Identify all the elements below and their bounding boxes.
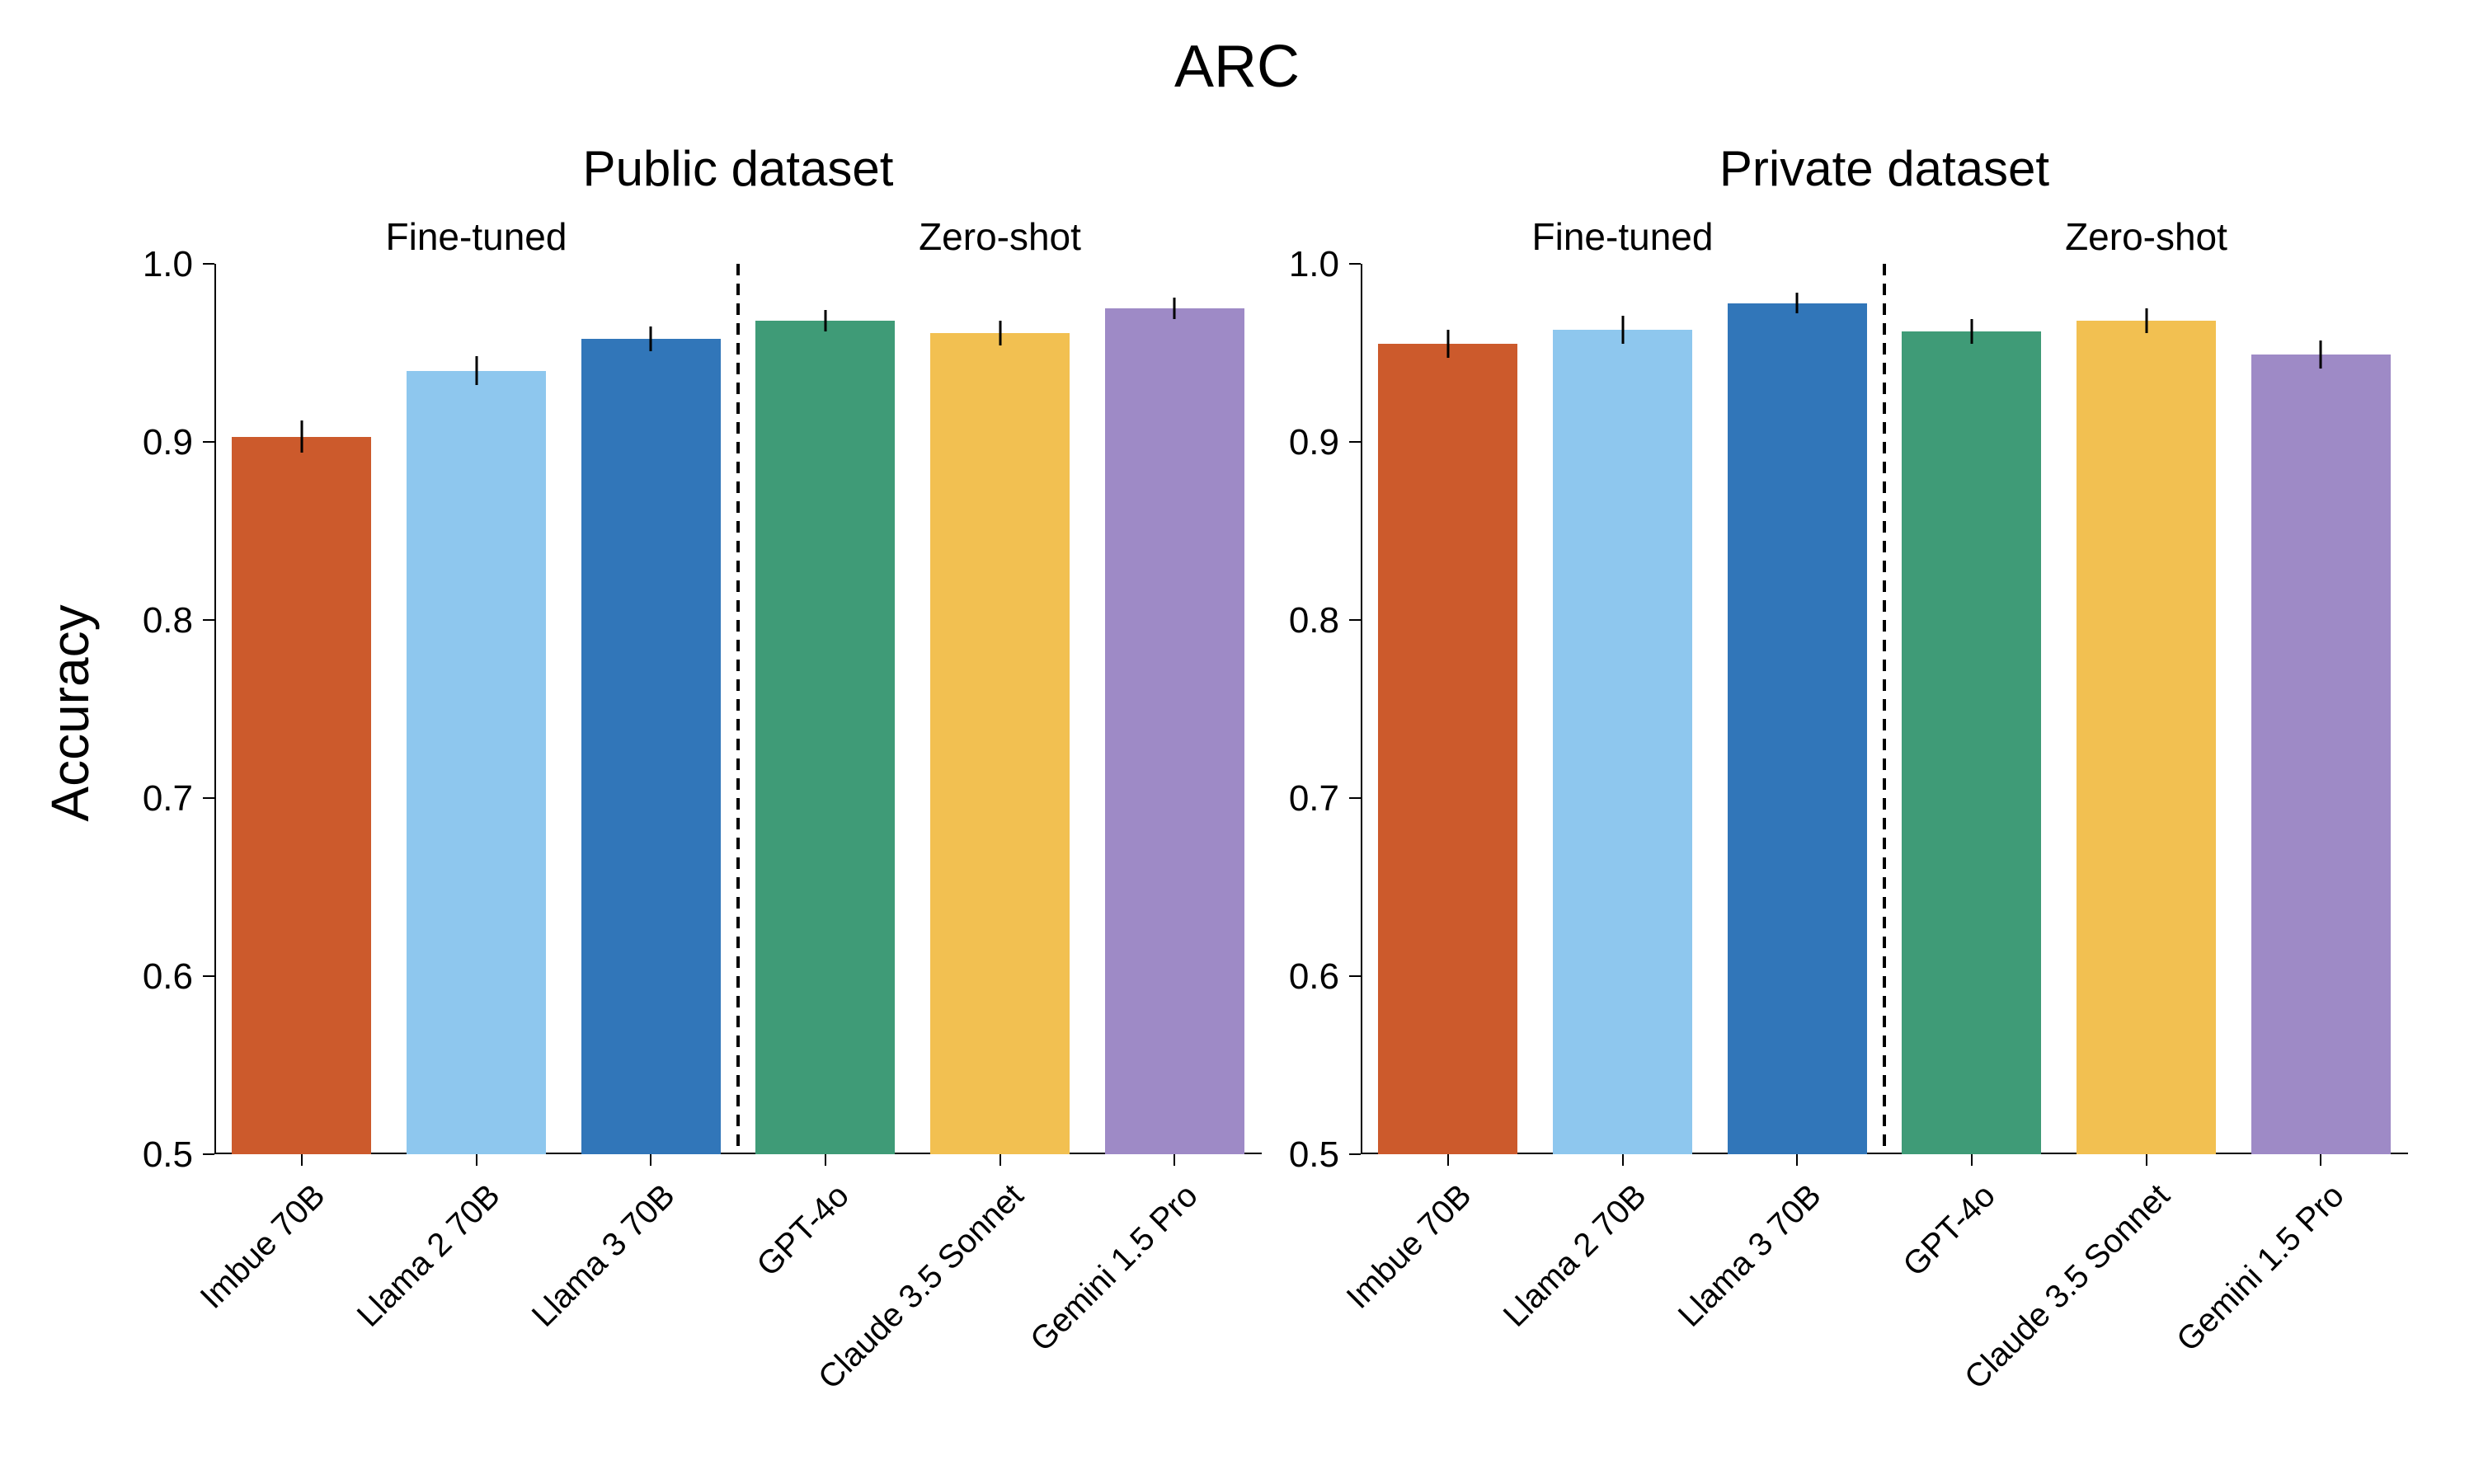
bar (232, 437, 371, 1154)
errorbar (650, 326, 652, 351)
errorbar (2145, 308, 2147, 333)
group-label-finetuned: Fine-tuned (1361, 214, 1884, 259)
errorbar (1970, 319, 1973, 344)
xtick-label: GPT-4o (750, 1177, 856, 1284)
ytick-label: 0.9 (94, 422, 193, 463)
bar (1728, 303, 1867, 1154)
bar (1902, 331, 2041, 1154)
spine-left (214, 264, 216, 1154)
errorbar (824, 310, 826, 331)
xtick (2146, 1154, 2147, 1166)
panel-title: Private dataset (1361, 140, 2408, 197)
errorbar (1446, 330, 1449, 359)
ytick (203, 975, 214, 977)
ytick-label: 0.5 (94, 1134, 193, 1176)
ytick-label: 0.8 (1240, 600, 1339, 641)
xtick (999, 1154, 1001, 1166)
ytick-label: 0.7 (94, 778, 193, 819)
xtick (2320, 1154, 2321, 1166)
group-label-zeroshot: Zero-shot (738, 214, 1262, 259)
bar (1378, 344, 1517, 1154)
xtick-label: GPT-4o (1896, 1177, 2002, 1284)
xtick (825, 1154, 826, 1166)
figure: ARC Public dataset0.50.60.70.80.91.0Imbu… (0, 0, 2474, 1484)
group-divider (736, 264, 740, 1154)
errorbar (999, 321, 1001, 345)
errorbar (475, 356, 477, 385)
xtick-label: Llama 2 70B (1497, 1177, 1654, 1335)
xtick (1796, 1154, 1798, 1166)
ytick (203, 797, 214, 799)
ytick-label: 1.0 (94, 244, 193, 285)
ytick-label: 0.8 (94, 600, 193, 641)
panel-1: Private dataset 0.50.60.70.80.91.0Imbue 7… (1361, 0, 2408, 1484)
panel-title: Public dataset (214, 140, 1262, 197)
ytick-label: 0.6 (1240, 956, 1339, 998)
bar (407, 371, 546, 1154)
ytick-label: 0.6 (94, 956, 193, 998)
bar (2077, 321, 2216, 1154)
errorbar (300, 420, 303, 453)
ytick (1349, 975, 1361, 977)
xtick-label: Gemini 1.5 Pro (2171, 1177, 2352, 1359)
bar (755, 321, 895, 1154)
ytick (1349, 263, 1361, 265)
bar (581, 339, 721, 1154)
ytick (203, 263, 214, 265)
xtick (1622, 1154, 1624, 1166)
errorbar (1621, 316, 1624, 345)
errorbar (1174, 298, 1176, 319)
ytick-label: 0.5 (1240, 1134, 1339, 1176)
xtick-label: Llama 3 70B (524, 1177, 682, 1335)
xtick-label: Imbue 70B (194, 1177, 333, 1317)
xtick (1447, 1154, 1449, 1166)
bar (1105, 308, 1244, 1154)
ytick (203, 441, 214, 443)
bar (2251, 355, 2391, 1154)
ytick-label: 0.9 (1240, 422, 1339, 463)
xtick-label: Imbue 70B (1340, 1177, 1479, 1317)
xtick (1174, 1154, 1175, 1166)
ytick (203, 619, 214, 621)
xtick (650, 1154, 651, 1166)
ytick (1349, 441, 1361, 443)
xtick-label: Gemini 1.5 Pro (1024, 1177, 1206, 1359)
group-label-zeroshot: Zero-shot (1884, 214, 2408, 259)
ytick-label: 0.7 (1240, 778, 1339, 819)
axes: 0.50.60.70.80.91.0Imbue 70BLlama 2 70BLl… (214, 264, 1262, 1154)
ytick (203, 1153, 214, 1155)
xtick-label: Llama 3 70B (1671, 1177, 1828, 1335)
ytick (1349, 797, 1361, 799)
spine-left (1361, 264, 1362, 1154)
xtick (1971, 1154, 1973, 1166)
bar (930, 333, 1070, 1154)
y-axis-label: Accuracy (40, 548, 101, 878)
ytick (1349, 619, 1361, 621)
xtick (476, 1154, 477, 1166)
group-label-finetuned: Fine-tuned (214, 214, 738, 259)
panel-0: Public dataset 0.50.60.70.80.91.0Imbue 70… (214, 0, 1262, 1484)
ytick (1349, 1153, 1361, 1155)
xtick-label: Llama 2 70B (350, 1177, 508, 1335)
axes: 0.50.60.70.80.91.0Imbue 70BLlama 2 70BLl… (1361, 264, 2408, 1154)
group-divider (1883, 264, 1886, 1154)
xtick (301, 1154, 303, 1166)
ytick-label: 1.0 (1240, 244, 1339, 285)
errorbar (2320, 340, 2322, 369)
errorbar (1796, 293, 1799, 314)
bar (1553, 330, 1692, 1154)
